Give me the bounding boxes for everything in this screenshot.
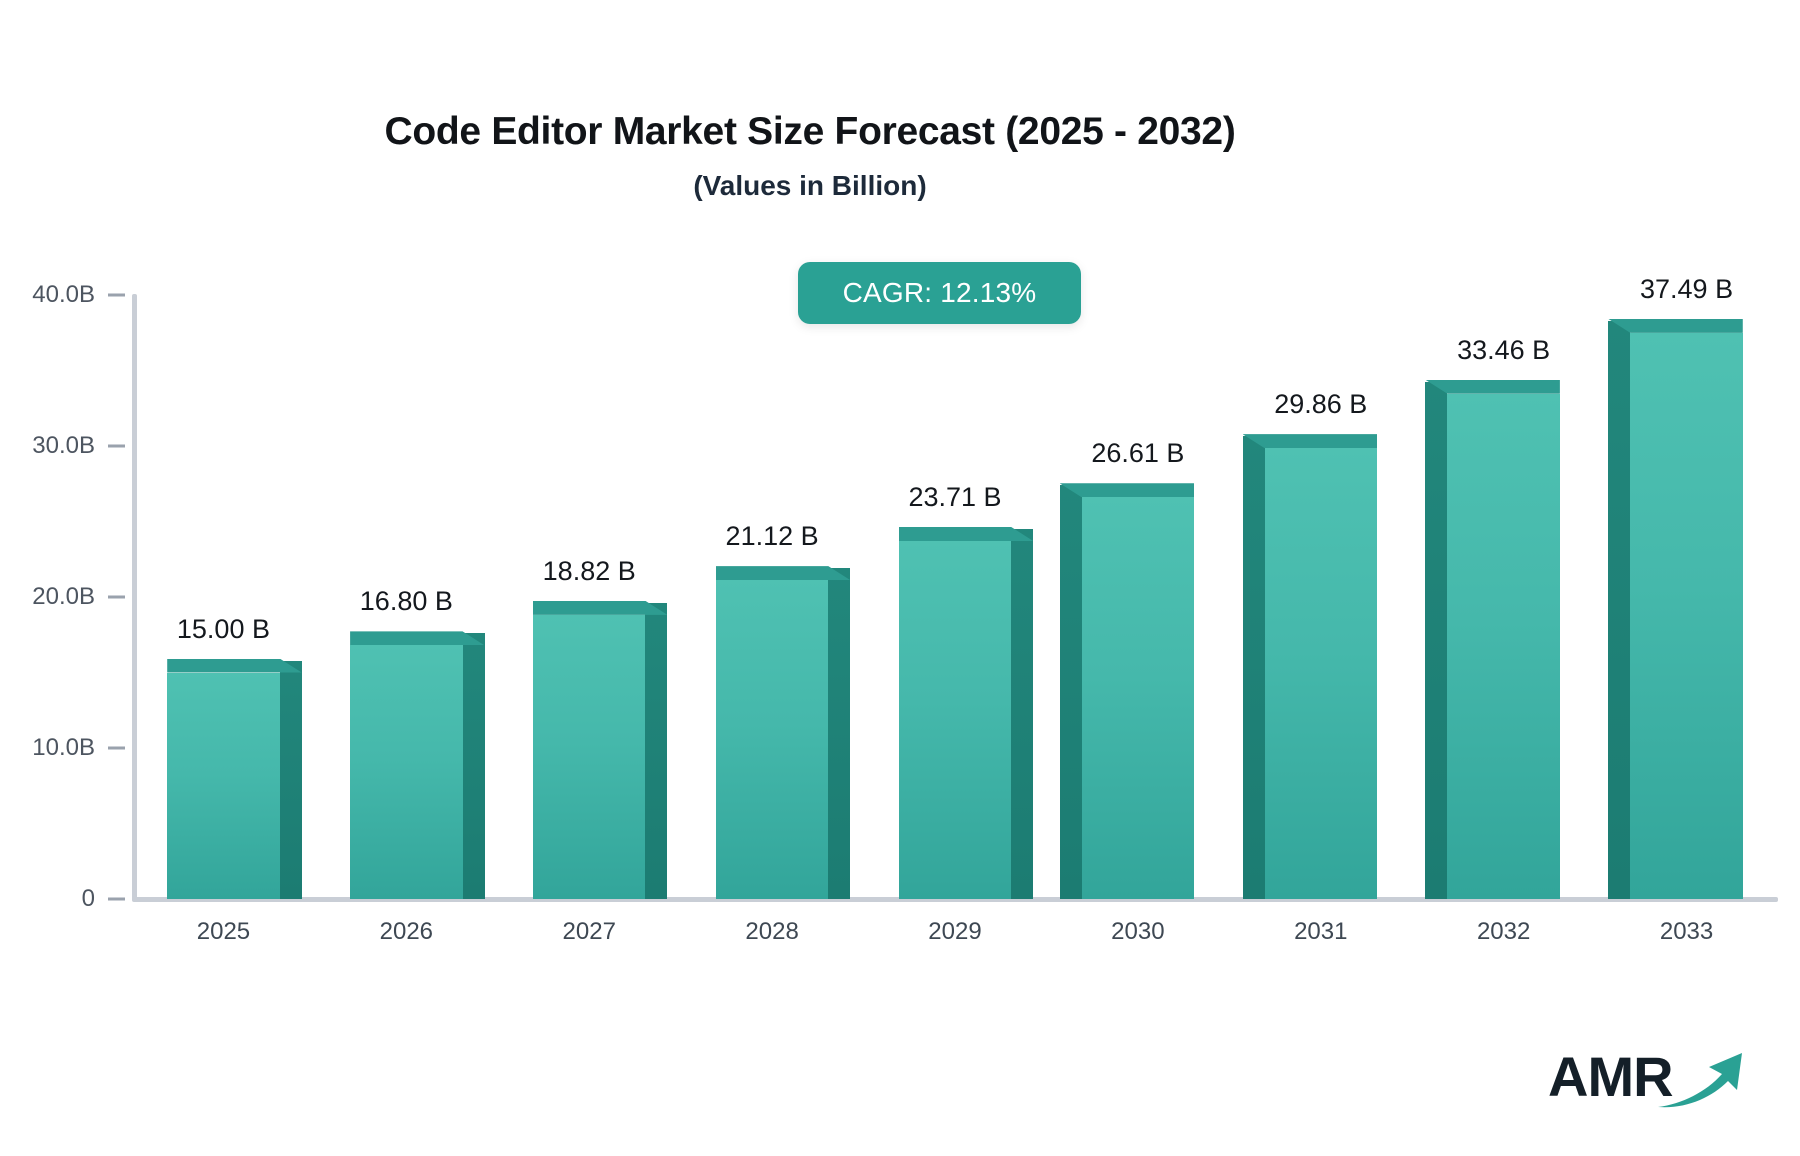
bar-front-face — [1447, 393, 1560, 899]
bar-front-face — [532, 614, 646, 899]
y-axis-tick-mark — [108, 595, 125, 599]
bar-front-face — [1081, 497, 1195, 899]
bar-value-label: 23.71 B — [908, 481, 1002, 512]
bar-side-face — [279, 660, 302, 899]
bar-side-face — [828, 568, 851, 899]
x-axis-tick-label: 2026 — [379, 918, 434, 945]
x-axis-tick-label: 2032 — [1476, 918, 1531, 945]
bar-top-face — [716, 566, 850, 580]
growth-arrow-icon — [1658, 1053, 1742, 1108]
bar-side-face — [462, 633, 485, 899]
bar-2026[interactable]: 16.80 B — [350, 586, 485, 899]
y-axis-line — [132, 294, 137, 900]
x-axis-tick-label: 2025 — [196, 918, 251, 945]
bar-2029[interactable]: 23.71 B — [898, 482, 1034, 899]
bar-front-face — [167, 672, 280, 899]
page-title: Code Editor Market Size Forecast (2025 -… — [384, 110, 1236, 153]
bar-side-face — [1011, 528, 1034, 899]
bar-2025[interactable]: 15.00 B — [167, 614, 302, 899]
chart-subtitle: (Values in Billion) — [693, 170, 927, 201]
bar-value-label: 21.12 B — [725, 521, 819, 552]
bar-value-label: 16.80 B — [359, 586, 453, 617]
bar-top-face — [350, 631, 484, 645]
bar-side-face — [1242, 436, 1265, 899]
bar-2031[interactable]: 29.86 B — [1242, 389, 1377, 899]
y-axis-tick-label: 10.0B — [32, 734, 95, 761]
x-axis-tick-label: 2027 — [562, 918, 616, 945]
bar-value-label: 29.86 B — [1274, 389, 1368, 420]
bar-front-face — [1630, 332, 1743, 899]
bar-value-label: 33.46 B — [1457, 334, 1551, 365]
bar-front-face — [1264, 448, 1377, 899]
bar-top-face — [1425, 379, 1560, 394]
plot-area: 15.00 B 16.80 B 18.82 B 21.12 B 23.71 B 26.61… — [132, 274, 1778, 899]
bar-2032[interactable]: 33.46 B — [1425, 335, 1560, 899]
x-axis-tick-label: 2031 — [1294, 918, 1348, 945]
amr-logo-text: AMR — [1548, 1045, 1674, 1108]
x-axis-tick-label: 2030 — [1111, 918, 1165, 945]
y-axis-tick-mark — [108, 293, 125, 297]
bar-value-label: 18.82 B — [542, 555, 636, 586]
bar-front-face — [715, 580, 829, 899]
y-axis-tick-label: 30.0B — [32, 432, 95, 459]
x-axis-tick-label: 2029 — [928, 918, 982, 945]
bar-value-label: 26.61 B — [1091, 438, 1185, 469]
bar-2027[interactable]: 18.82 B — [532, 556, 668, 899]
cagr-badge-label: CAGR: 12.13% — [842, 277, 1037, 308]
bar-side-face — [645, 602, 668, 899]
bar-top-face — [1608, 318, 1743, 333]
amr-logo: AMR — [1548, 1042, 1748, 1114]
y-axis-tick-mark — [108, 444, 125, 448]
bar-value-label: 15.00 B — [176, 613, 270, 644]
x-axis-tick-label: 2028 — [745, 918, 799, 945]
bar-top-face — [1059, 483, 1195, 498]
bar-side-face — [1059, 485, 1082, 899]
bar-2028[interactable]: 21.12 B — [715, 521, 851, 899]
bar-2033[interactable]: 37.49 B — [1608, 274, 1743, 899]
bar-top-face — [899, 527, 1033, 541]
bar-top-face — [1242, 434, 1377, 449]
x-axis-tick-label: 2033 — [1659, 918, 1714, 945]
cagr-badge: CAGR: 12.13% — [798, 262, 1081, 324]
y-axis-tick-label: 20.0B — [32, 583, 95, 610]
bar-2030[interactable]: 26.61 B — [1059, 438, 1195, 899]
bar-top-face — [167, 659, 301, 673]
bar-front-face — [898, 540, 1012, 899]
bar-top-face — [533, 601, 667, 615]
y-axis-tick-label: 0 — [81, 885, 95, 912]
bar-side-face — [1425, 381, 1448, 899]
bar-value-label: 37.49 B — [1640, 273, 1734, 304]
y-axis-tick-mark — [108, 897, 125, 901]
bar-side-face — [1608, 320, 1631, 899]
bar-front-face — [350, 645, 463, 899]
y-axis-tick-label: 40.0B — [32, 281, 95, 308]
x-axis-line — [132, 897, 1778, 902]
y-axis-tick-mark — [108, 746, 125, 750]
